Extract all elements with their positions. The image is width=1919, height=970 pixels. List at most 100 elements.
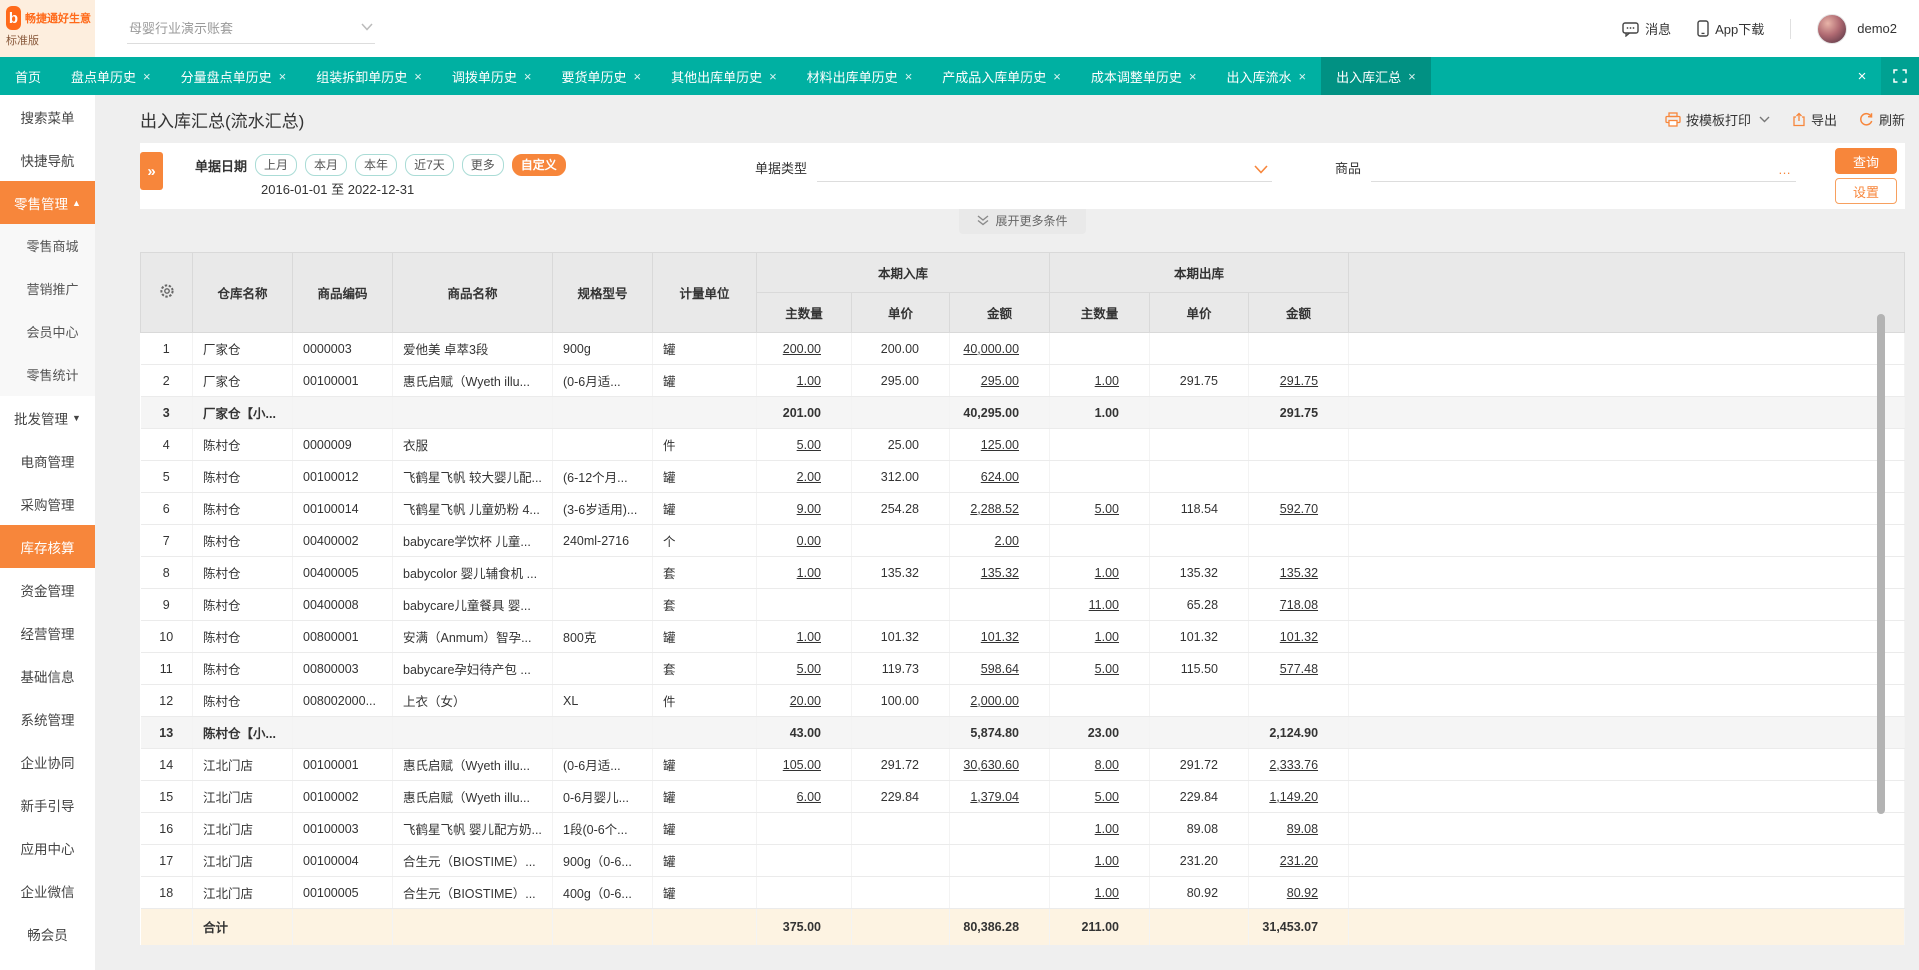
sidebar-item-5[interactable]: 会员中心 [0, 310, 95, 353]
tab-close-icon[interactable]: × [1408, 68, 1416, 84]
close-all-tabs-button[interactable]: × [1843, 57, 1881, 95]
avatar[interactable] [1817, 13, 1848, 44]
in-amount-cell-link[interactable]: 2,288.52 [970, 501, 1020, 516]
out-amount-cell-link[interactable]: 592.70 [1279, 501, 1319, 516]
out-amount-cell-link[interactable]: 1,149.20 [1269, 789, 1319, 804]
in-amount-cell-link[interactable]: 295.00 [980, 373, 1020, 388]
out-qty-cell-link[interactable]: 5.00 [1094, 661, 1120, 676]
out-qty-cell-link[interactable]: 8.00 [1094, 757, 1120, 772]
sidebar-item-18[interactable]: 企业微信 [0, 869, 95, 912]
in-qty-cell-link[interactable]: 6.00 [796, 789, 821, 804]
tab-9[interactable]: 成本调整单历史 × [1076, 57, 1212, 95]
in-amount-cell-link[interactable]: 30,630.60 [963, 757, 1020, 772]
settings-button[interactable]: 设置 [1835, 178, 1897, 204]
out-qty-cell-link[interactable]: 5.00 [1094, 501, 1120, 516]
in-amount-cell-link[interactable]: 2.00 [994, 533, 1020, 548]
doc-type-select[interactable] [817, 158, 1273, 182]
refresh-button[interactable]: 刷新 [1859, 110, 1905, 129]
out-qty-cell-link[interactable]: 1.00 [1094, 565, 1120, 580]
out-amount-cell-link[interactable]: 89.08 [1286, 821, 1319, 836]
in-qty-cell-link[interactable]: 1.00 [796, 629, 821, 644]
sidebar-item-4[interactable]: 营销推广 [0, 267, 95, 310]
tab-close-icon[interactable]: × [414, 68, 422, 84]
table-row[interactable]: 2 厂家仓 00100001 惠氏启赋（Wyeth illu... (0-6月适... 罐… [140, 364, 1905, 397]
date-pill-this-month[interactable]: 本月 [305, 154, 348, 176]
tab-2[interactable]: 分量盘点单历史 × [166, 57, 302, 95]
tab-6[interactable]: 其他出库单历史 × [656, 57, 792, 95]
table-row[interactable]: 7 陈村仓 00400002 babycare学饮杯 儿童... 240ml-2716 个… [140, 524, 1905, 557]
table-row[interactable]: 16 江北门店 00100003 飞鹤星飞帆 婴儿配方奶... 1段(0-6个... 罐 1… [140, 812, 1905, 845]
in-qty-cell-link[interactable]: 1.00 [796, 373, 821, 388]
tab-close-icon[interactable]: × [278, 68, 287, 84]
out-amount-cell-link[interactable]: 291.75 [1279, 373, 1319, 388]
in-amount-cell-link[interactable]: 624.00 [980, 469, 1020, 484]
out-amount-cell-link[interactable]: 2,333.76 [1269, 757, 1319, 772]
table-row[interactable]: 12 陈村仓 008002000... 上衣（女） XL 件 20.00 100.00 2,00… [140, 684, 1905, 717]
sidebar-item-9[interactable]: 采购管理 [0, 482, 95, 525]
sidebar-item-17[interactable]: 应用中心 [0, 826, 95, 869]
in-qty-cell-link[interactable]: 5.00 [796, 437, 821, 452]
in-qty-cell-link[interactable]: 105.00 [782, 757, 821, 772]
account-set-select[interactable]: 母婴行业演示账套 [127, 14, 375, 44]
sidebar-item-15[interactable]: 企业协同 [0, 740, 95, 783]
in-amount-cell-link[interactable]: 125.00 [980, 437, 1020, 452]
sidebar-item-3[interactable]: 零售商城 [0, 224, 95, 267]
in-qty-cell-link[interactable]: 200.00 [782, 341, 821, 356]
sidebar-item-7[interactable]: 批发管理 ▼ [0, 396, 95, 439]
in-amount-cell-link[interactable]: 101.32 [980, 629, 1020, 644]
in-amount-cell-link[interactable]: 1,379.04 [970, 789, 1020, 804]
out-qty-cell-link[interactable]: 5.00 [1094, 789, 1120, 804]
out-qty-cell-link[interactable]: 1.00 [1094, 853, 1120, 868]
expand-more-conditions-button[interactable]: 展开更多条件 [959, 209, 1086, 234]
sidebar-item-8[interactable]: 电商管理 [0, 439, 95, 482]
out-amount-cell-link[interactable]: 577.48 [1279, 661, 1319, 676]
in-amount-cell-link[interactable]: 598.64 [980, 661, 1020, 676]
out-amount-cell-link[interactable]: 718.08 [1279, 597, 1319, 612]
tab-close-icon[interactable]: × [1298, 68, 1307, 84]
tab-close-icon[interactable]: × [904, 68, 913, 84]
table-row[interactable]: 8 陈村仓 00400005 babycolor 婴儿辅食机 ... 套 1.00 135.… [140, 556, 1905, 589]
table-row[interactable]: 14 江北门店 00100001 惠氏启赋（Wyeth illu... (0-6月适..… [140, 748, 1905, 781]
table-row[interactable]: 6 陈村仓 00100014 飞鹤星飞帆 儿童奶粉 4... (3-6岁适用)... 罐 9… [140, 492, 1905, 525]
table-row[interactable]: 18 江北门店 00100005 合生元（BIOSTIME）... 400g（0-6..… [140, 876, 1905, 909]
table-row[interactable]: 15 江北门店 00100002 惠氏启赋（Wyeth illu... 0-6月婴儿..… [140, 780, 1905, 813]
export-button[interactable]: 导出 [1792, 110, 1837, 129]
table-row[interactable]: 1 厂家仓 0000003 爱他美 卓萃3段 900g 罐 200.00 200.00 40,0… [140, 332, 1905, 365]
query-button[interactable]: 查询 [1835, 148, 1897, 174]
in-amount-cell-link[interactable]: 2,000.00 [970, 693, 1020, 708]
date-pill-last-7-days[interactable]: 近7天 [405, 154, 454, 176]
sidebar-item-1[interactable]: 快捷导航 [0, 138, 95, 181]
table-row[interactable]: 10 陈村仓 00800001 安满（Anmum）智孕... 800克罐 1.00 101.… [140, 620, 1905, 653]
column-settings-button[interactable] [140, 252, 193, 333]
out-amount-cell-link[interactable]: 135.32 [1279, 565, 1319, 580]
tab-close-icon[interactable]: × [1053, 68, 1061, 84]
ellipsis-icon[interactable]: … [1778, 162, 1793, 177]
in-qty-cell-link[interactable]: 2.00 [796, 469, 821, 484]
date-pill-custom[interactable]: 自定义 [511, 154, 566, 176]
app-download-button[interactable]: App下载 [1697, 19, 1764, 38]
sidebar-item-12[interactable]: 经营管理 [0, 611, 95, 654]
in-qty-cell-link[interactable]: 1.00 [796, 565, 821, 580]
out-qty-cell-link[interactable]: 1.00 [1094, 885, 1120, 900]
sidebar-item-6[interactable]: 零售统计 [0, 353, 95, 396]
sidebar-item-11[interactable]: 资金管理 [0, 568, 95, 611]
sidebar-item-0[interactable]: 搜索菜单 [0, 95, 95, 138]
tab-close-icon[interactable]: × [523, 68, 532, 84]
messages-button[interactable]: 消息 [1622, 19, 1671, 38]
out-qty-cell-link[interactable]: 1.00 [1094, 629, 1120, 644]
in-qty-cell-link[interactable]: 9.00 [796, 501, 821, 516]
tab-5[interactable]: 要货单历史 × [546, 57, 656, 95]
sidebar-item-13[interactable]: 基础信息 [0, 654, 95, 697]
tab-1[interactable]: 盘点单历史 × [56, 57, 166, 95]
sidebar-item-2[interactable]: 零售管理 ▲ [0, 181, 95, 224]
sidebar-item-19[interactable]: 畅会员 [0, 912, 95, 955]
date-pill-more[interactable]: 更多 [461, 154, 504, 176]
tab-10[interactable]: 出入库流水 × [1212, 57, 1322, 95]
date-pill-this-year[interactable]: 本年 [355, 154, 398, 176]
out-amount-cell-link[interactable]: 231.20 [1279, 853, 1319, 868]
in-amount-cell-link[interactable]: 40,000.00 [963, 341, 1020, 356]
tab-3[interactable]: 组装拆卸单历史 × [301, 57, 437, 95]
product-input[interactable]: … [1371, 158, 1797, 182]
fullscreen-button[interactable] [1881, 57, 1919, 95]
table-row[interactable]: 5 陈村仓 00100012 飞鹤星飞帆 较大婴儿配... (6-12个月... 罐 2.0… [140, 460, 1905, 493]
